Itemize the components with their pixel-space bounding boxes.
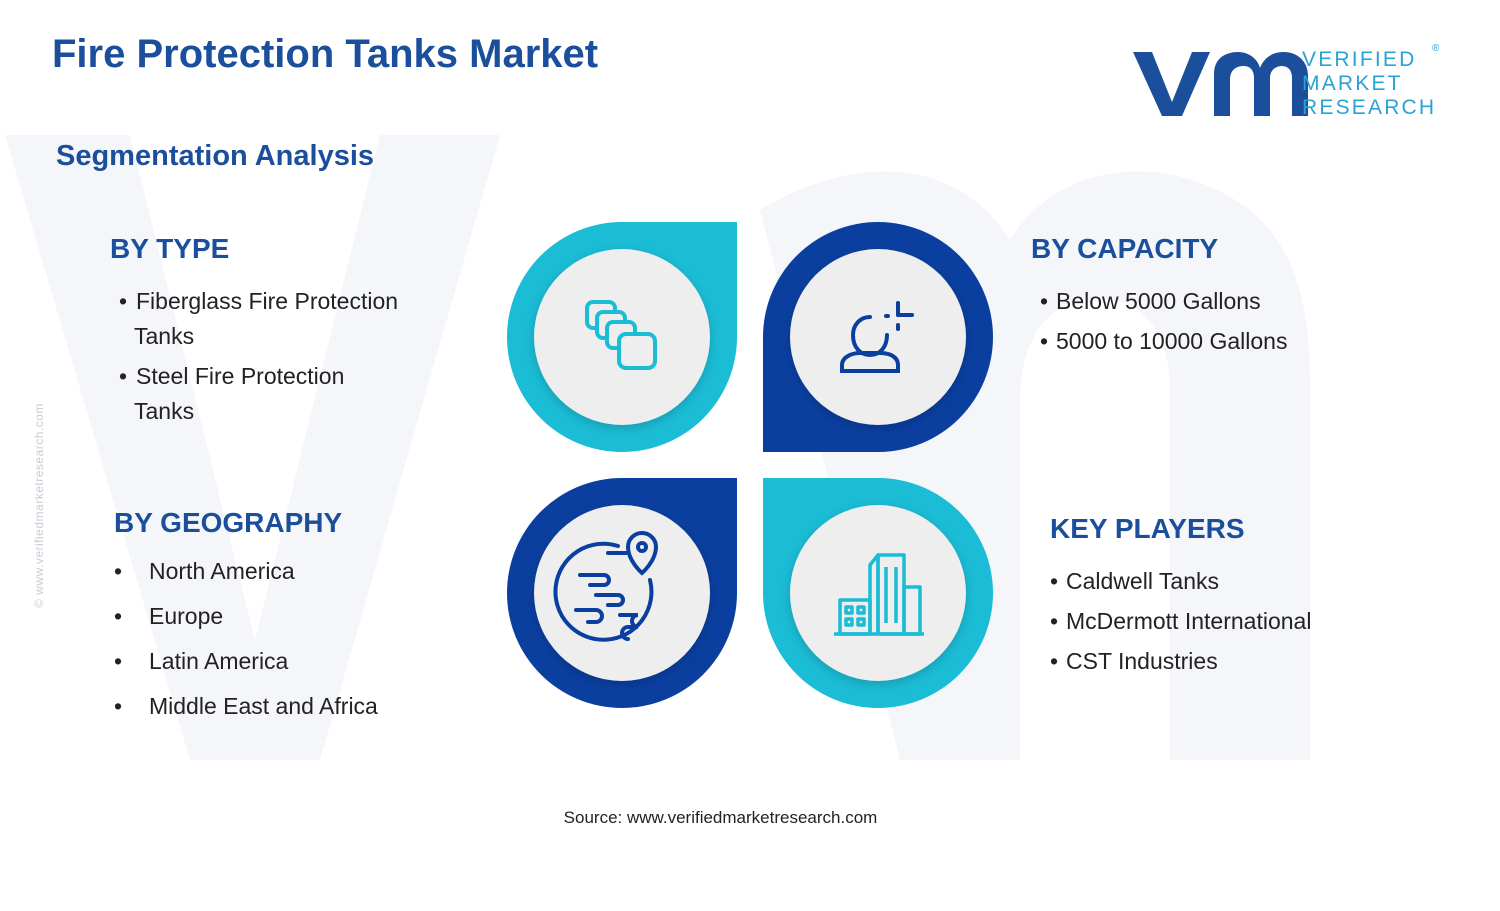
capacity-bullet-1: • <box>1040 288 1049 314</box>
segment-quadrant-graphic <box>507 222 993 708</box>
type-item-2-cont: Tanks <box>134 398 195 424</box>
layers-icon <box>585 300 657 370</box>
geo-bullet-3: • <box>114 648 123 674</box>
side-copyright: © www.verifiedmarketresearch.com <box>32 403 46 608</box>
capacity-heading: BY CAPACITY <box>1031 233 1219 264</box>
geo-item-3: Latin America <box>149 648 289 674</box>
type-item-1: Fiberglass Fire Protection <box>136 288 399 314</box>
buildings-icon <box>834 553 924 636</box>
geo-bullet-2: • <box>114 603 123 629</box>
vmr-logo-icon <box>1133 52 1308 116</box>
geo-bullet-4: • <box>114 693 123 719</box>
page-subtitle: Segmentation Analysis <box>56 140 375 172</box>
globe-location-icon <box>553 531 659 642</box>
type-bullet-2: • <box>119 363 128 389</box>
geo-item-4: Middle East and Africa <box>149 693 378 719</box>
type-item-1-cont: Tanks <box>134 323 195 349</box>
players-bullet-2: • <box>1050 608 1059 634</box>
players-item-1: Caldwell Tanks <box>1066 568 1219 594</box>
brand-line-1: VERIFIED <box>1302 48 1417 71</box>
page-title: Fire Protection Tanks Market <box>52 32 599 76</box>
brand-line-2: MARKET <box>1302 72 1403 95</box>
type-bullet-1: • <box>119 288 128 314</box>
capacity-bullet-2: • <box>1040 328 1049 354</box>
players-item-3: CST Industries <box>1066 648 1218 674</box>
person-idea-icon <box>840 301 914 373</box>
capacity-item-2: 5000 to 10000 Gallons <box>1056 328 1288 354</box>
players-bullet-1: • <box>1050 568 1059 594</box>
players-item-2: McDermott International <box>1066 608 1312 634</box>
geo-item-2: Europe <box>149 603 224 629</box>
type-heading: BY TYPE <box>110 233 230 264</box>
brand-line-3: RESEARCH <box>1302 96 1437 119</box>
geography-heading: BY GEOGRAPHY <box>114 507 343 538</box>
capacity-circle <box>790 249 966 425</box>
players-heading: KEY PLAYERS <box>1050 513 1245 544</box>
players-bullet-3: • <box>1050 648 1059 674</box>
source-note: Source: www.verifiedmarketresearch.com <box>563 808 878 827</box>
geography-circle <box>534 505 710 681</box>
capacity-item-1: Below 5000 Gallons <box>1056 288 1261 314</box>
type-item-2: Steel Fire Protection <box>136 363 345 389</box>
geo-bullet-1: • <box>114 558 123 584</box>
geo-item-1: North America <box>149 558 295 584</box>
registered-mark: ® <box>1432 43 1440 54</box>
